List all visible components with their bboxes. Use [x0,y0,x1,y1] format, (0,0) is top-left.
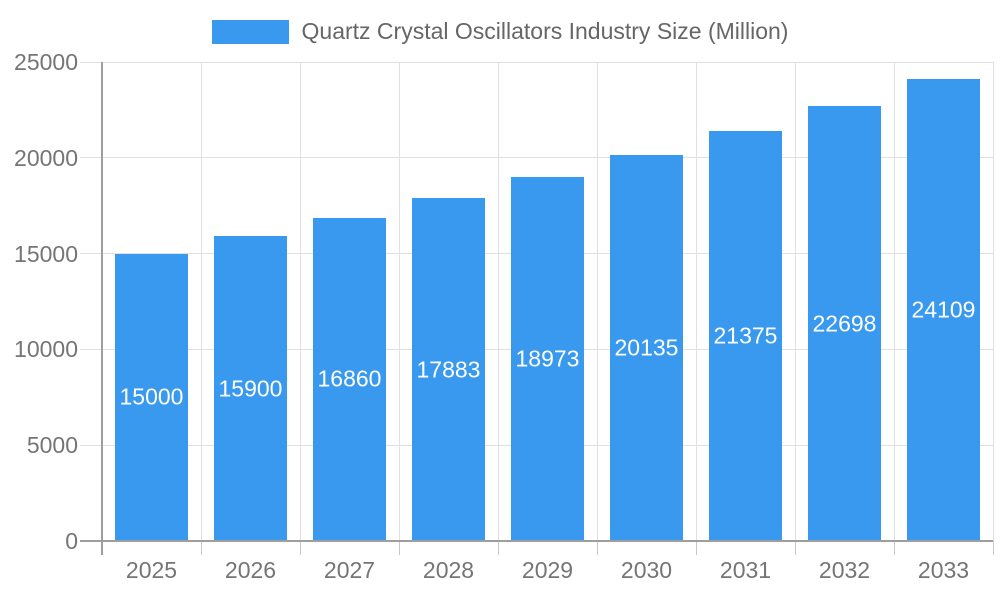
grid-line-vertical [299,62,301,541]
bar-value-label: 15000 [119,383,184,410]
legend-label: Quartz Crystal Oscillators Industry Size… [301,18,789,44]
bar: 18973 [511,177,584,541]
bar: 20135 [610,155,683,541]
bar: 16860 [313,217,386,541]
bar: 22698 [808,106,881,541]
grid-line-vertical [200,62,202,541]
bar-value-label: 17883 [416,356,481,383]
x-axis-tick-label: 2025 [125,557,178,583]
x-axis-tick-label: 2026 [224,557,277,583]
x-axis-tick [695,541,697,555]
x-axis-tick [893,541,895,555]
legend-swatch [211,19,289,44]
bar: 24109 [907,79,980,541]
bar-value-label: 15900 [218,375,283,402]
bar-value-label: 16860 [317,365,382,392]
bar-value-label: 24109 [911,296,976,323]
grid-line-vertical [398,62,400,541]
bar-value-label: 22698 [812,310,877,337]
x-axis-tick-label: 2031 [719,557,772,583]
bar: 21375 [709,131,782,541]
x-axis-tick [299,541,301,555]
x-axis-tick-label: 2028 [422,557,475,583]
y-axis-tick-label: 0 [65,528,78,554]
y-axis-tick-label: 25000 [14,49,78,75]
y-axis-line [101,62,103,555]
x-axis-tick-label: 2027 [323,557,376,583]
bar-value-label: 20135 [614,334,679,361]
x-axis-tick [794,541,796,555]
grid-line-vertical [497,62,499,541]
grid-line-vertical [893,62,895,541]
grid-line-vertical [992,62,994,541]
x-axis-tick-label: 2030 [620,557,673,583]
x-axis-tick [200,541,202,555]
y-axis-tick-label: 5000 [26,432,78,459]
x-axis-tick [497,541,499,555]
y-axis-tick-label: 20000 [14,144,78,171]
x-axis-line [80,540,993,542]
grid-line-vertical [794,62,796,541]
grid-line-horizontal [80,157,993,159]
grid-line-vertical [695,62,697,541]
plot-area: 0 5000 10000 15000 20000 25000 15000 2025 15900 2… [14,49,994,583]
grid-line-vertical [596,62,598,541]
x-axis-tick [596,541,598,555]
x-axis-tick [398,541,400,555]
bar-value-label: 18973 [515,345,580,372]
y-axis-tick-label: 15000 [14,240,78,267]
bar: 15000 [115,253,188,541]
y-axis-tick-label: 10000 [14,336,78,363]
bar-value-label: 21375 [713,322,778,349]
x-axis-tick-label: 2033 [917,557,970,583]
x-axis-tick-label: 2029 [521,557,574,583]
bar: 15900 [214,236,287,541]
bar: 17883 [412,198,485,541]
legend-item[interactable]: Quartz Crystal Oscillators Industry Size… [0,18,1000,45]
grid-line-horizontal [80,61,993,63]
x-axis-tick [992,541,994,555]
x-axis-tick-label: 2032 [818,557,871,583]
